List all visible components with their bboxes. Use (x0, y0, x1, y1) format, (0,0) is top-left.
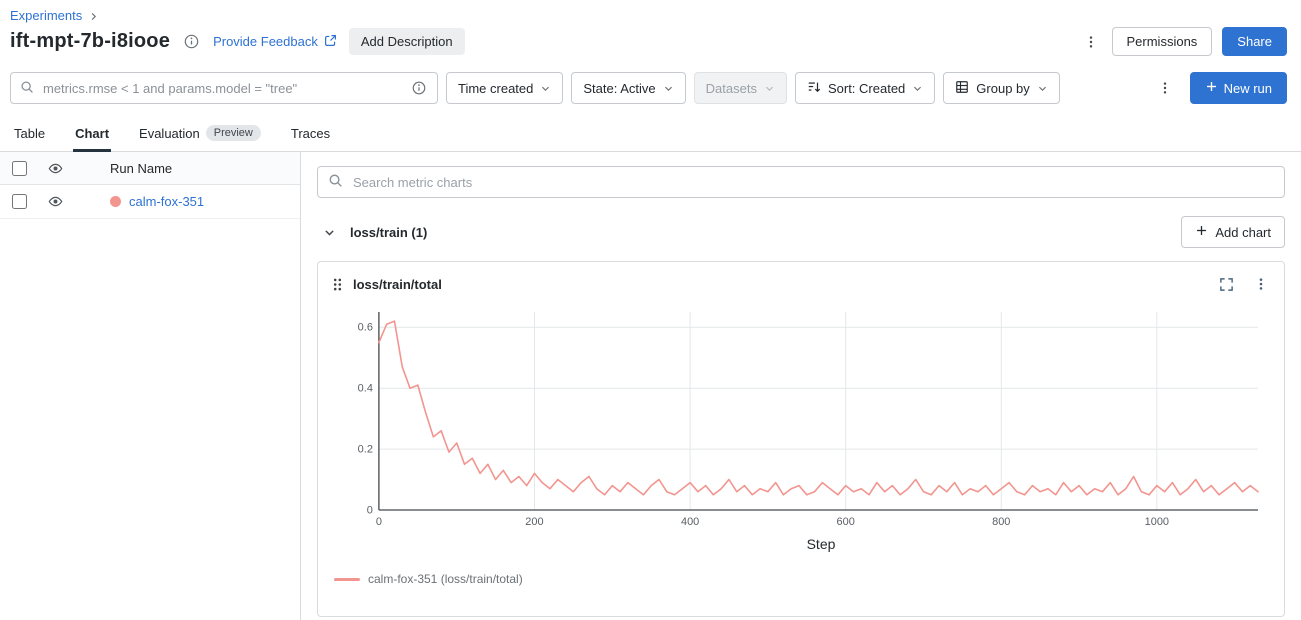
metric-chart-card: loss/train/total 0 200 400 600 800 1000 0 0.2 0.… (317, 261, 1285, 617)
header: ift-mpt-7b-i8iooe Provide Feedback Add D… (0, 23, 1301, 66)
sort-dropdown[interactable]: Sort: Created (794, 72, 936, 104)
page-title: ift-mpt-7b-i8iooe (10, 30, 171, 52)
run-search-box (10, 72, 438, 104)
x-axis-label: Step (806, 536, 836, 552)
svg-text:600: 600 (837, 516, 855, 528)
legend-label: calm-fox-351 (loss/train/total) (368, 572, 523, 586)
group-by-dropdown[interactable]: Group by (943, 72, 1060, 104)
svg-text:200: 200 (525, 516, 543, 528)
run-color-dot (110, 196, 121, 207)
main-content: Run Name calm-fox-351 loss/train (1) (0, 152, 1301, 620)
tab-chart[interactable]: Chart (73, 116, 112, 152)
charts-panel: loss/train (1) Add chart loss/train/tota… (301, 152, 1301, 620)
breadcrumb: Experiments (0, 0, 1301, 23)
svg-text:0.6: 0.6 (358, 322, 373, 334)
new-run-label: New run (1223, 80, 1272, 96)
run-list-header: Run Name (0, 152, 300, 185)
run-row[interactable]: calm-fox-351 (0, 185, 300, 219)
chevron-down-icon (764, 83, 775, 94)
plus-icon (1195, 224, 1208, 240)
group-by-dropdown-label: Group by (976, 80, 1030, 96)
toolbar-overflow-menu-button[interactable] (1154, 76, 1176, 100)
chart-overflow-menu-icon[interactable] (1252, 274, 1270, 294)
run-name-link[interactable]: calm-fox-351 (129, 194, 205, 209)
fullscreen-icon[interactable] (1217, 275, 1236, 294)
svg-text:1000: 1000 (1145, 516, 1169, 528)
chevron-down-icon (663, 83, 674, 94)
group-by-icon (955, 80, 969, 97)
run-search-input[interactable] (41, 79, 403, 97)
chevron-down-icon (540, 83, 551, 94)
tab-table[interactable]: Table (12, 116, 47, 152)
view-tabs: Table Chart Evaluation Preview Traces (0, 116, 1301, 152)
run-checkbox[interactable] (12, 194, 27, 209)
legend-line-swatch (334, 577, 360, 581)
tab-evaluation-label: Evaluation (139, 125, 200, 141)
tab-traces-label: Traces (290, 125, 331, 141)
provide-feedback-label: Provide Feedback (213, 34, 318, 49)
tab-chart-label: Chart (75, 125, 110, 141)
breadcrumb-experiments-link[interactable]: Experiments (10, 8, 83, 23)
info-icon[interactable] (182, 32, 201, 51)
query-info-icon[interactable] (410, 79, 428, 97)
tab-traces[interactable]: Traces (289, 116, 332, 152)
add-chart-label: Add chart (1215, 224, 1271, 240)
svg-text:400: 400 (681, 516, 699, 528)
share-button[interactable]: Share (1222, 27, 1287, 56)
svg-text:0.2: 0.2 (358, 444, 373, 456)
chart-card-header: loss/train/total (332, 274, 1270, 294)
chevron-down-icon (912, 83, 923, 94)
header-overflow-menu-button[interactable] (1080, 30, 1102, 54)
add-description-button[interactable]: Add Description (348, 28, 465, 55)
chevron-right-icon (88, 11, 99, 22)
tab-table-label: Table (14, 125, 46, 141)
run-name-column-header: Run Name (110, 160, 173, 176)
time-created-filter[interactable]: Time created (446, 72, 564, 104)
svg-text:800: 800 (992, 516, 1010, 528)
section-collapse-chevron-icon[interactable] (323, 226, 336, 239)
add-chart-button[interactable]: Add chart (1181, 216, 1285, 248)
toolbar: Time created State: Active Datasets Sort… (0, 66, 1301, 116)
chart-legend: calm-fox-351 (loss/train/total) (332, 572, 1270, 586)
tab-evaluation[interactable]: Evaluation Preview (137, 116, 263, 152)
svg-text:0: 0 (367, 504, 373, 516)
chart-title: loss/train/total (353, 276, 442, 292)
sort-icon (807, 80, 821, 97)
drag-handle-icon[interactable] (332, 277, 343, 292)
loss-line-chart[interactable]: 0 200 400 600 800 1000 0 0.2 0.4 0.6 (332, 304, 1270, 532)
provide-feedback-link[interactable]: Provide Feedback (213, 34, 337, 50)
preview-badge: Preview (205, 125, 261, 141)
state-filter[interactable]: State: Active (571, 72, 686, 104)
search-icon (20, 80, 34, 97)
plus-icon (1205, 80, 1218, 96)
svg-text:0.4: 0.4 (358, 383, 373, 395)
datasets-filter-label: Datasets (705, 80, 757, 96)
run-list-panel: Run Name calm-fox-351 (0, 152, 301, 620)
state-filter-label: State: Active (583, 80, 656, 96)
metric-section-header: loss/train (1) Add chart (317, 216, 1285, 248)
external-link-icon (324, 34, 337, 50)
chevron-down-icon (1037, 83, 1048, 94)
time-created-filter-label: Time created (458, 80, 534, 96)
select-all-runs-checkbox[interactable] (12, 160, 27, 176)
search-icon (328, 173, 343, 191)
permissions-button[interactable]: Permissions (1111, 27, 1213, 56)
metric-section-title: loss/train (1) (350, 224, 428, 240)
svg-text:0: 0 (376, 516, 382, 528)
sort-dropdown-label: Sort: Created (827, 80, 906, 96)
metric-search-box (317, 166, 1285, 198)
new-run-button[interactable]: New run (1189, 72, 1287, 104)
datasets-filter: Datasets (693, 72, 787, 104)
run-visibility-eye-icon[interactable] (47, 194, 64, 209)
visibility-eye-icon[interactable] (47, 161, 64, 176)
metric-search-input[interactable] (351, 173, 1274, 191)
